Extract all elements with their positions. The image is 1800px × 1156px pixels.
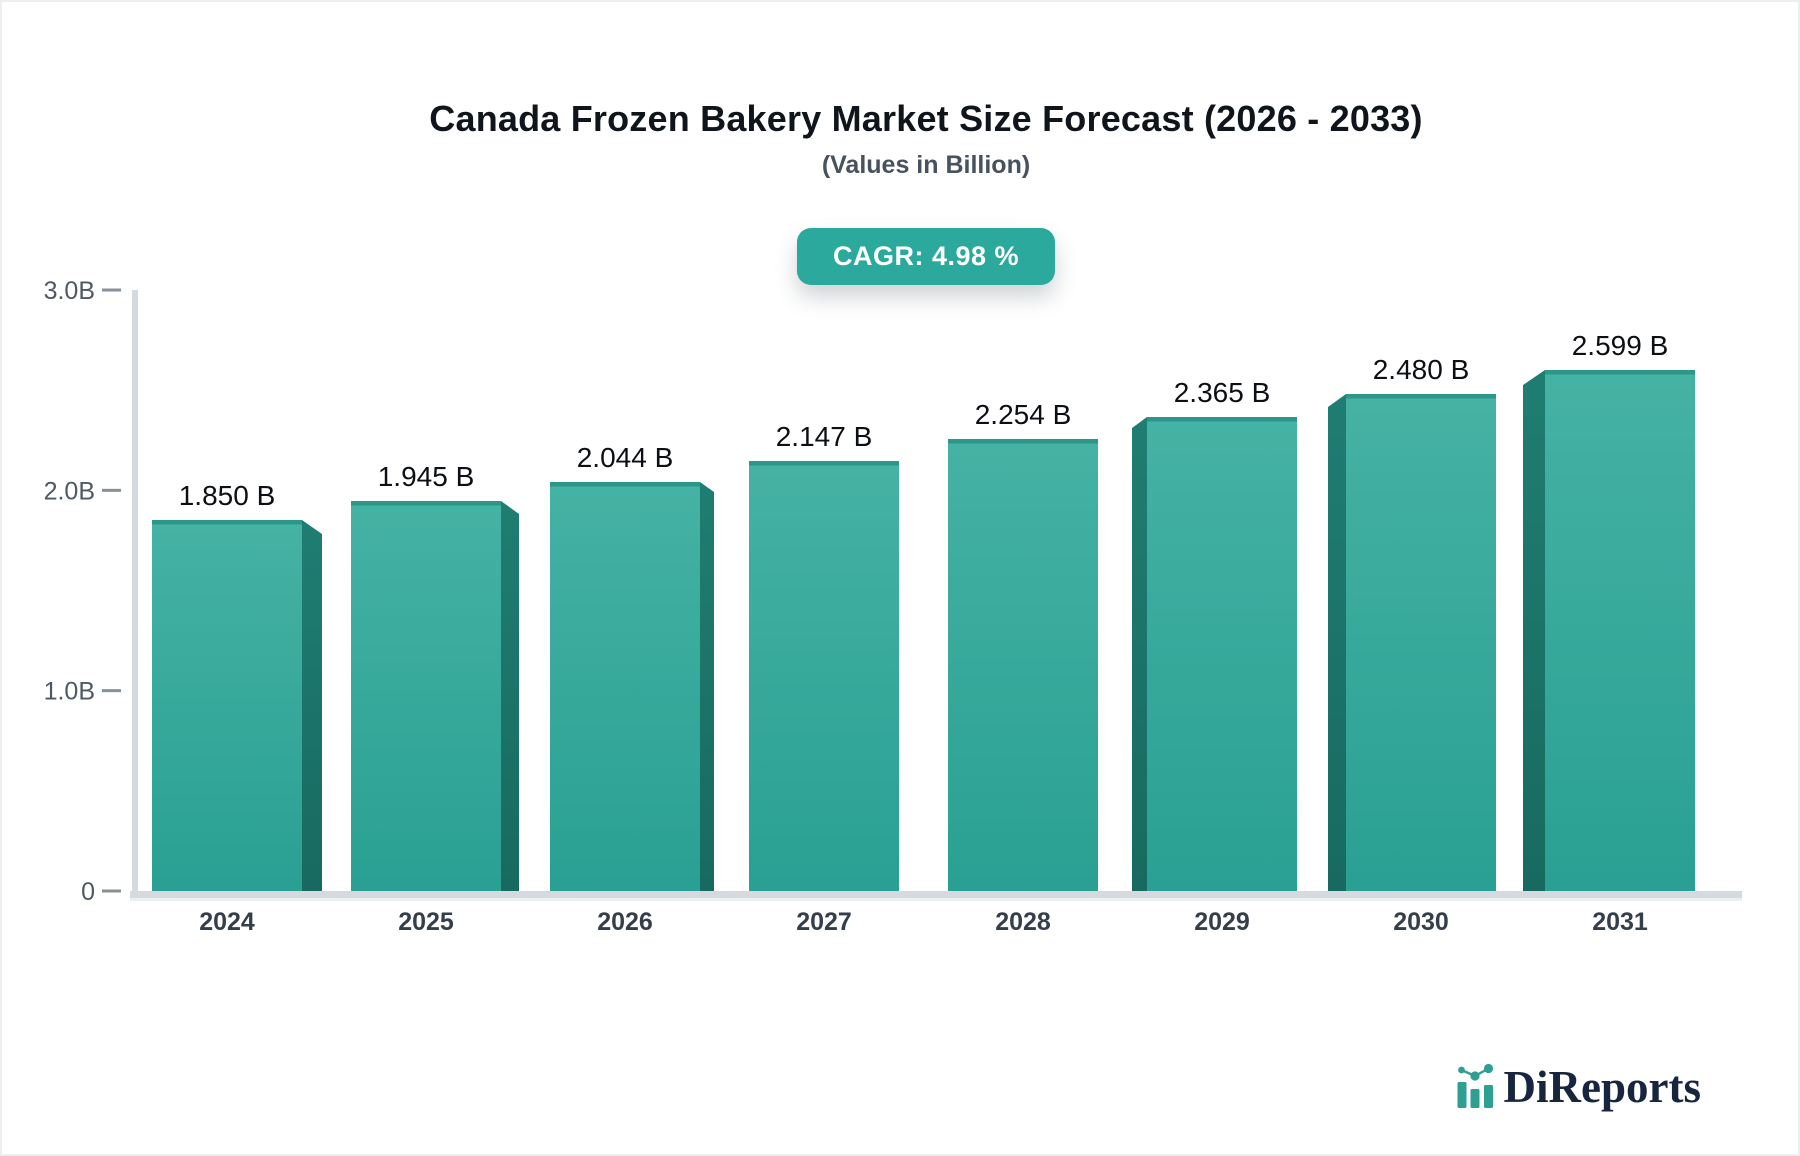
bar-top-edge-2029	[1147, 417, 1297, 422]
x-axis-label-2025: 2025	[398, 908, 454, 936]
bar-value-label-2030: 2.480 B	[1373, 354, 1470, 385]
cagr-badge: CAGR: 4.98 %	[796, 228, 1056, 285]
bar-side-2030	[1328, 394, 1346, 891]
bar-2029	[1147, 417, 1297, 891]
bar-2030	[1346, 394, 1496, 891]
x-axis-label-2030: 2030	[1393, 908, 1449, 936]
bar-2031	[1545, 370, 1695, 891]
bar-2027	[749, 461, 899, 891]
bar-value-label-2027: 2.147 B	[776, 421, 873, 452]
bar-value-label-2026: 2.044 B	[577, 442, 674, 473]
bar-top-edge-2031	[1545, 370, 1695, 375]
x-axis-baseline	[130, 891, 1742, 898]
bar-top-edge-2027	[749, 461, 899, 466]
bar-2024	[152, 520, 302, 891]
bar-top-edge-2030	[1346, 394, 1496, 399]
x-axis-label-2031: 2031	[1592, 908, 1648, 936]
y-tick-dash	[102, 488, 121, 492]
bar-value-label-2024: 1.850 B	[179, 480, 276, 511]
bar-top-edge-2028	[948, 439, 1098, 444]
logo-text: DiReports	[1503, 1062, 1701, 1112]
bar-2026	[550, 482, 700, 891]
x-axis-label-2027: 2027	[796, 908, 852, 936]
x-axis-label-2026: 2026	[597, 908, 653, 936]
x-axis-label-2024: 2024	[199, 908, 255, 936]
bar-2028	[948, 439, 1098, 891]
bar-top-edge-2025	[351, 501, 501, 506]
bar-top-edge-2024	[152, 520, 302, 525]
x-axis-baseline-glow	[130, 898, 1742, 901]
bar-value-label-2031: 2.599 B	[1572, 330, 1669, 361]
bar-value-label-2029: 2.365 B	[1174, 377, 1271, 408]
y-tick-label: 0	[81, 878, 95, 906]
direports-logo: DiReports	[1457, 1060, 1701, 1110]
bar-value-label-2025: 1.945 B	[378, 461, 475, 492]
y-tick-dash	[102, 689, 121, 693]
y-tick-dash	[102, 889, 121, 893]
x-axis-label-2028: 2028	[995, 908, 1051, 936]
bar-side-2025	[501, 501, 519, 891]
bar-top-edge-2026	[550, 482, 700, 487]
y-tick-label: 1.0B	[44, 678, 95, 706]
bar-side-2029	[1132, 417, 1147, 891]
y-tick-label: 3.0B	[44, 277, 95, 305]
mini-bar-line-chart-icon	[1457, 1063, 1493, 1108]
bar-side-2026	[700, 482, 714, 891]
bar-side-2031	[1523, 370, 1545, 891]
y-tick-dash	[102, 288, 121, 292]
x-axis-label-2029: 2029	[1194, 908, 1250, 936]
bar-value-label-2028: 2.254 B	[975, 399, 1072, 430]
chart-title: Canada Frozen Bakery Market Size Forecas…	[429, 98, 1423, 139]
y-axis-line	[132, 290, 138, 898]
y-tick-label: 2.0B	[44, 477, 95, 505]
bar-side-2024	[302, 520, 322, 891]
chart-subtitle: (Values in Billion)	[821, 151, 1031, 179]
bar-2025	[351, 501, 501, 891]
